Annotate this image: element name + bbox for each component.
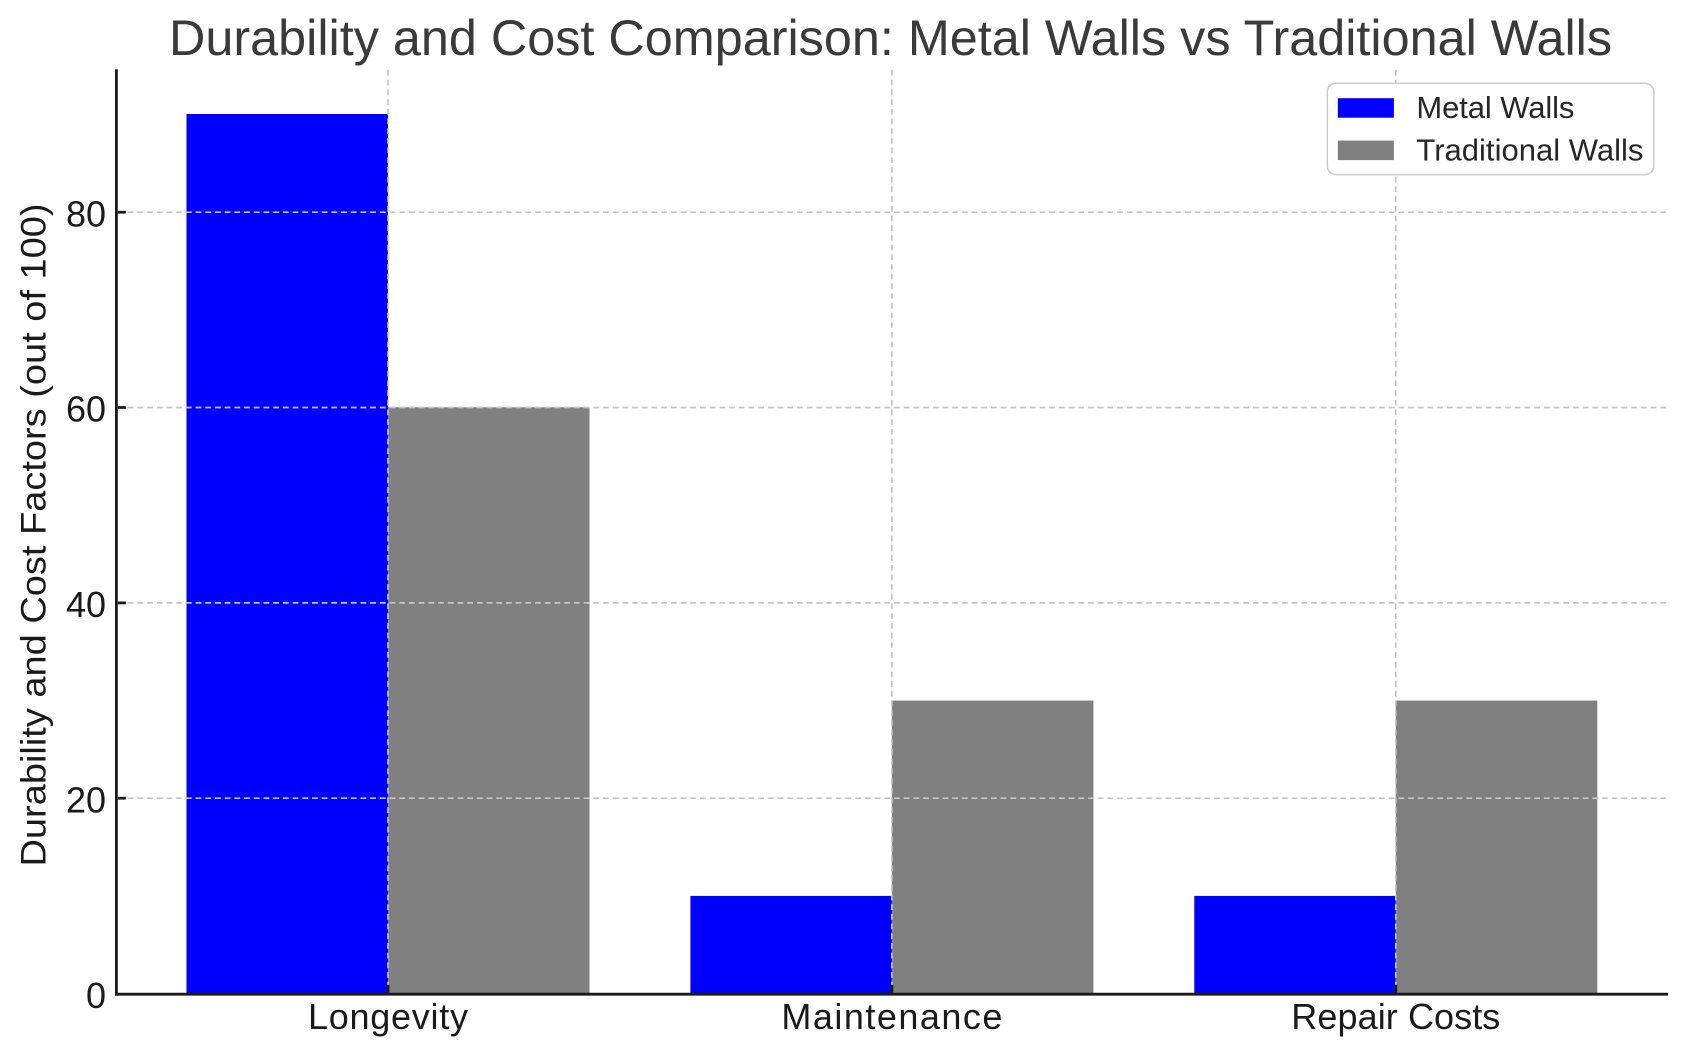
svg-text:Traditional Walls: Traditional Walls <box>1416 132 1643 167</box>
svg-text:Metal Walls: Metal Walls <box>1416 90 1574 125</box>
svg-text:Repair Costs: Repair Costs <box>1291 996 1500 1037</box>
svg-text:Durability and Cost Factors (o: Durability and Cost Factors (out of 100) <box>14 204 54 867</box>
svg-text:80: 80 <box>66 193 106 234</box>
svg-text:20: 20 <box>66 779 106 820</box>
svg-text:0: 0 <box>86 975 106 1016</box>
svg-text:Maintenance: Maintenance <box>781 996 1002 1037</box>
svg-text:Longevity: Longevity <box>308 996 468 1037</box>
svg-text:60: 60 <box>66 389 106 430</box>
svg-text:40: 40 <box>66 584 106 625</box>
svg-text:Durability and Cost Comparison: Durability and Cost Comparison: Metal Wa… <box>169 10 1612 66</box>
